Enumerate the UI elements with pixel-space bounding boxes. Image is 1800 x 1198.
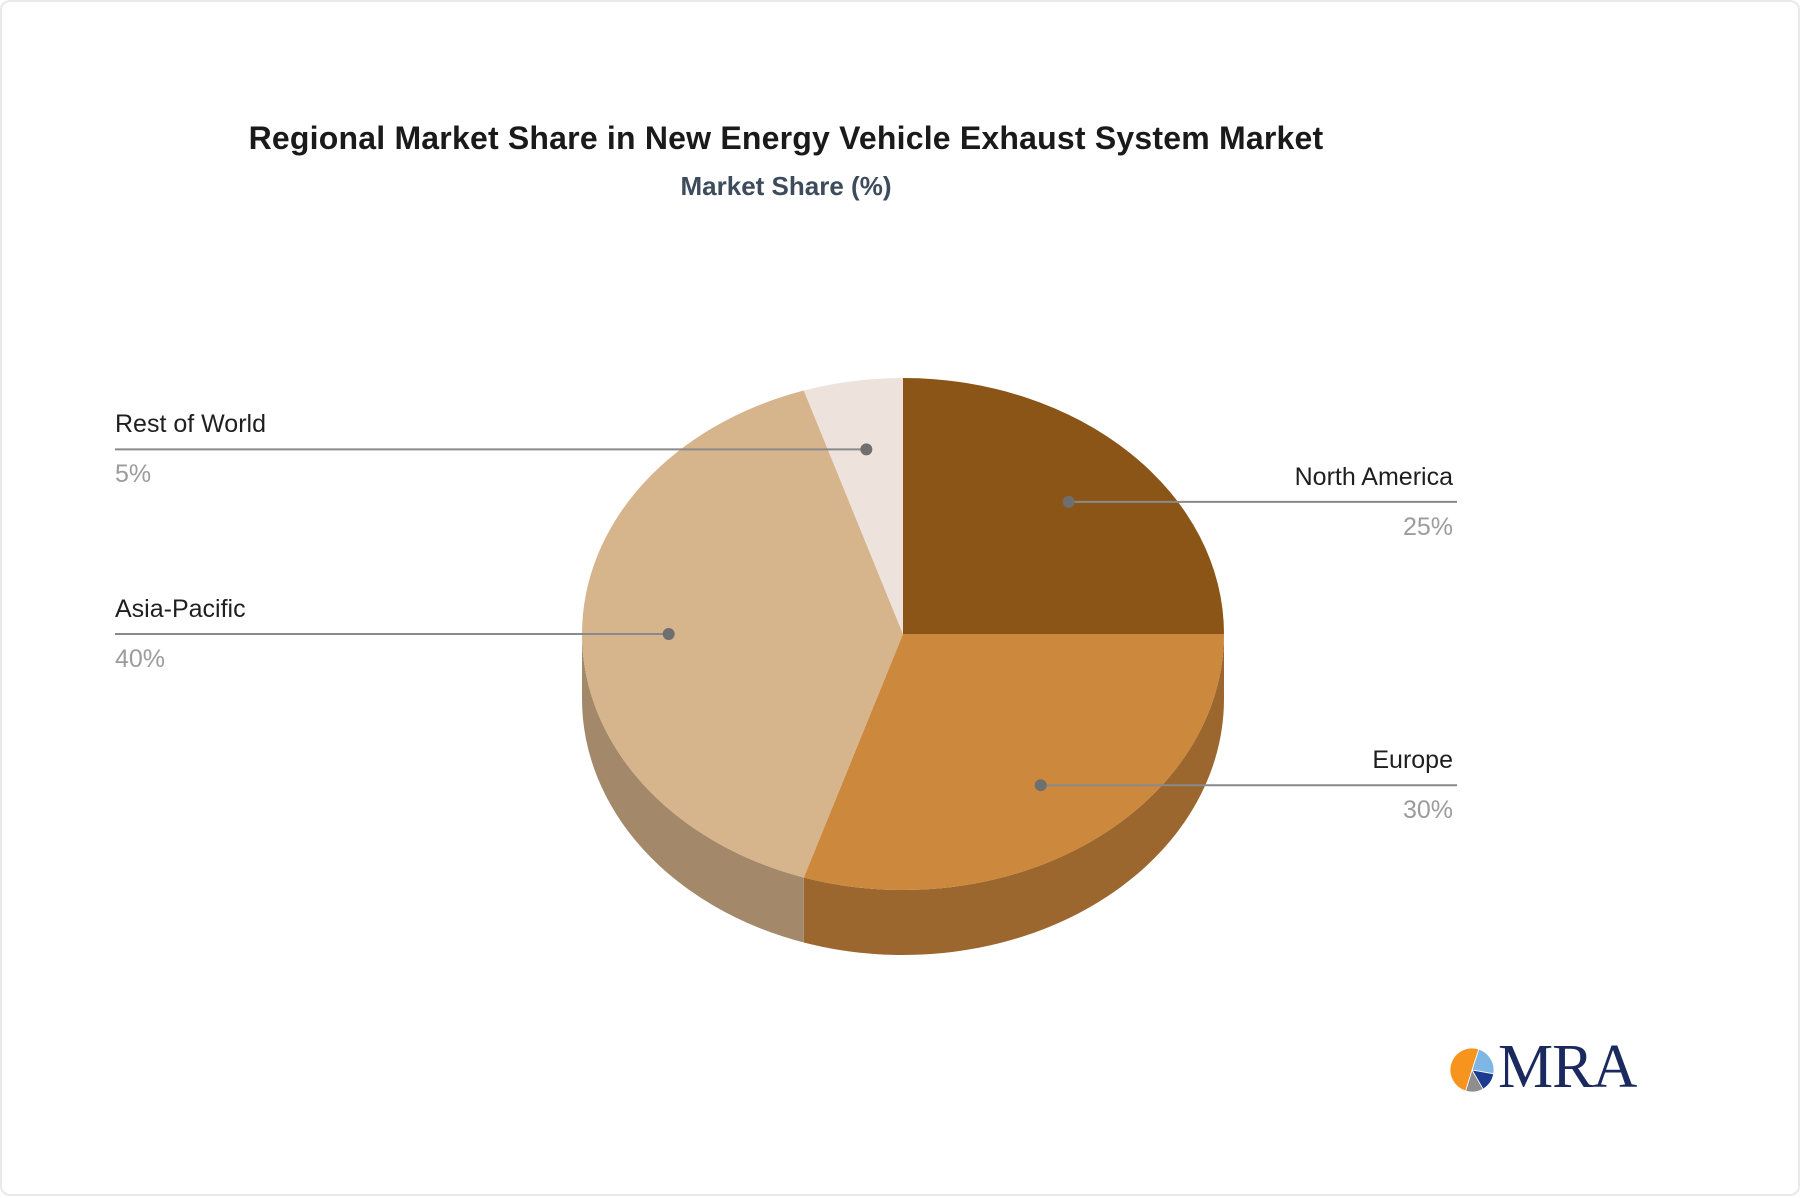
pct-rest-of-world: 5%: [115, 459, 151, 489]
leader-dot-asia-pacific: [663, 628, 675, 640]
pct-north-america: 25%: [1403, 512, 1453, 542]
label-rest-of-world: Rest of World: [115, 409, 266, 439]
leader-dot-rest-of-world: [860, 443, 872, 455]
pct-asia-pacific: 40%: [115, 644, 165, 674]
pct-europe: 30%: [1403, 795, 1453, 825]
mra-logo-pie-icon: [1448, 1046, 1496, 1094]
leader-dot-europe: [1035, 779, 1047, 791]
leader-dot-north-america: [1063, 496, 1075, 508]
label-north-america: North America: [1295, 462, 1453, 492]
mra-logo: MRA: [1448, 1036, 1636, 1098]
label-asia-pacific: Asia-Pacific: [115, 594, 246, 624]
label-europe: Europe: [1372, 745, 1453, 775]
mra-logo-text: MRA: [1498, 1036, 1636, 1098]
pie-slice-north-america: [903, 378, 1224, 634]
